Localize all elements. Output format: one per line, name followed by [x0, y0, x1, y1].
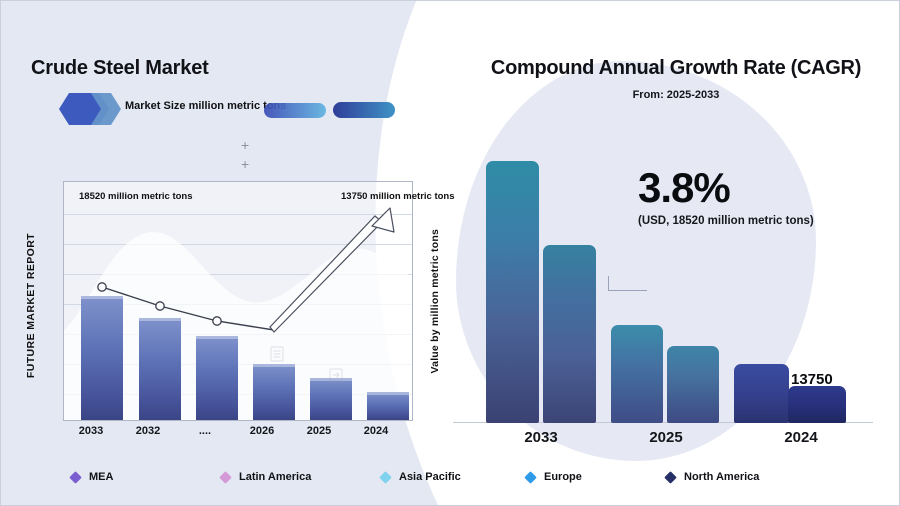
right-bar-2025-upper — [611, 325, 663, 423]
left-xlabel-2024: 2024 — [363, 425, 389, 437]
legend-diamond-north-america — [664, 470, 677, 484]
legend-label-latin-america: Latin America — [239, 471, 312, 483]
legend-label-asia-pacific: Asia Pacific — [399, 471, 461, 483]
right-xlabel-2024: 2024 — [784, 429, 818, 446]
legend-pill-b — [333, 102, 395, 118]
legend-label-north-america: North America — [684, 471, 760, 483]
left-bar-2026 — [253, 364, 295, 420]
legend-item-asia-pacific[interactable]: Asia Pacific — [379, 470, 526, 484]
legend-item-mea[interactable]: MEA — [69, 470, 221, 484]
legend-item-latin-america[interactable]: Latin America — [219, 470, 381, 484]
legend-diamond-mea — [69, 470, 82, 484]
right-bar-2033-upper — [486, 161, 539, 423]
watermark-doc-icon — [270, 346, 284, 362]
page-title-left: Crude Steel Market — [31, 57, 209, 79]
right-chart-baseline — [453, 422, 873, 423]
left-market-size-chart — [63, 181, 413, 421]
right-chart-value-label: 13750 — [791, 371, 833, 388]
legend-diamond-asia-pacific — [379, 470, 392, 484]
left-xlabel-2032: 2032 — [135, 425, 161, 437]
market-size-legend-label: Market Size million metric tons — [125, 100, 287, 112]
page-title-right: Compound Annual Growth Rate (CAGR) — [490, 57, 862, 79]
left-bar-dots — [196, 336, 238, 420]
region-legend: MEA Latin America Asia Pacific Europe No… — [69, 465, 851, 489]
right-chart-axis-title: Value by million metric tons — [429, 229, 441, 374]
left-chart-start-annotation: 18520 million metric tons — [79, 191, 193, 202]
trend-line-overlay — [97, 207, 395, 333]
left-bar-2033 — [81, 296, 123, 420]
hexagon-venn-icon — [59, 93, 121, 125]
right-bar-2033-lower — [543, 245, 596, 423]
watermark-arrow-icon — [329, 368, 343, 382]
left-bar-2024 — [367, 392, 409, 420]
cagr-value: 3.8% — [638, 164, 731, 211]
right-bar-2025-lower — [667, 346, 719, 423]
right-bar-2024-lower — [788, 386, 846, 423]
plus-decoration-1: + — [241, 137, 250, 153]
left-xlabel-dots: .... — [198, 425, 212, 437]
legend-pill-a — [264, 103, 326, 118]
left-xlabel-2033: 2033 — [78, 425, 104, 437]
left-bar-2025 — [310, 378, 352, 420]
legend-label-mea: MEA — [89, 471, 114, 483]
left-chart-end-annotation: 13750 million metric tons — [341, 191, 455, 202]
right-chart-tick-mark — [608, 276, 647, 291]
legend-diamond-europe — [524, 470, 537, 484]
plus-decoration-2: + — [241, 156, 250, 172]
left-chart-axis-title: FUTURE MARKET REPORT — [25, 233, 37, 379]
legend-label-europe: Europe — [544, 471, 582, 483]
left-xlabel-2026: 2026 — [249, 425, 275, 437]
right-xlabel-2033: 2033 — [524, 429, 558, 446]
legend-item-north-america[interactable]: North America — [664, 470, 760, 484]
legend-diamond-latin-america — [219, 470, 232, 484]
right-xlabel-2025: 2025 — [649, 429, 683, 446]
cagr-note: (USD, 18520 million metric tons) — [638, 215, 814, 227]
page-subtitle-right: From: 2025-2033 — [632, 89, 720, 101]
left-bar-2032 — [139, 318, 181, 420]
left-xlabel-2025: 2025 — [306, 425, 332, 437]
legend-item-europe[interactable]: Europe — [524, 470, 666, 484]
right-bar-2024-upper — [734, 364, 789, 423]
